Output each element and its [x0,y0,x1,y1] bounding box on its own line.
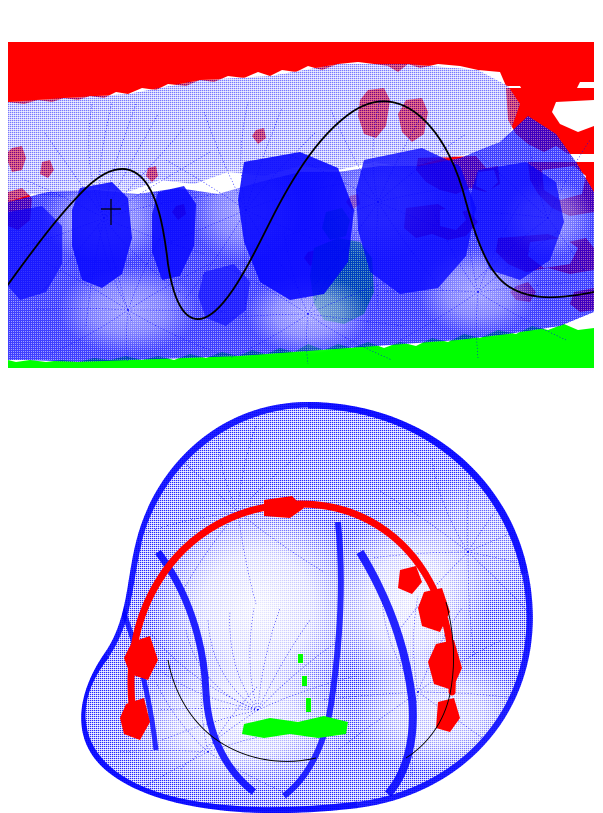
cylindrical-projection-panel[interactable] [8,42,594,368]
top-panel-graphic [8,42,594,368]
blue-streamline-field [8,64,594,365]
bottom-panel-graphic [81,402,533,813]
crosshair-marker [101,199,121,225]
globe-body [81,402,533,813]
black-thin-meridian [167,601,454,762]
black-separatrix-curve [8,100,594,320]
green-marker-cluster [242,654,348,738]
orthographic-globe-panel[interactable] [8,392,594,813]
red-arc-boundary [120,496,462,740]
